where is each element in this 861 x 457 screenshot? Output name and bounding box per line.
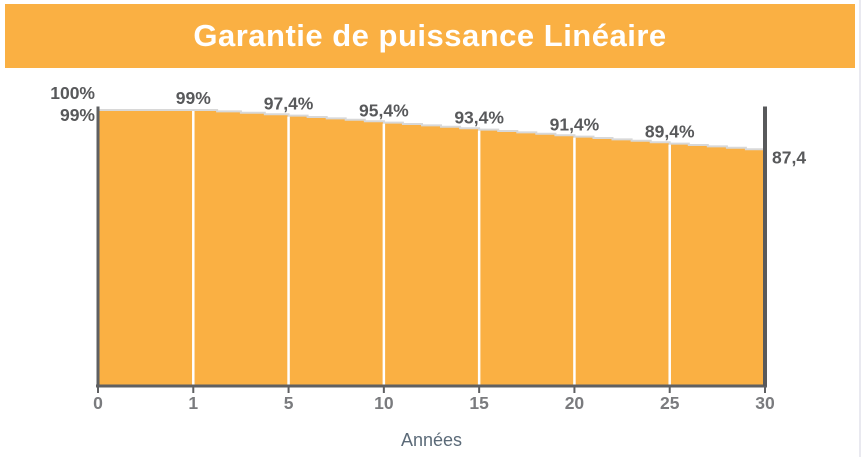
x-tick-label-15: 15 [469, 393, 489, 413]
y-axis-label-100: 100% [50, 83, 95, 103]
point-label-year-15: 93,4% [454, 108, 504, 128]
point-label-year-10: 95,4% [359, 101, 409, 121]
x-tick-label-25: 25 [660, 393, 680, 413]
x-tick-label-30: 30 [755, 393, 775, 413]
x-tick-label-10: 10 [374, 393, 394, 413]
area-top-edge [98, 109, 766, 151]
warranty-area [98, 110, 765, 386]
point-label-year-20: 91,4% [550, 115, 600, 135]
x-tick-label-5: 5 [284, 393, 294, 413]
x-axis-title: Années [401, 430, 462, 450]
point-label-year-1: 99% [176, 88, 211, 108]
x-tick-label-1: 1 [188, 393, 198, 413]
chart-title: Garantie de puissance Linéaire [193, 18, 667, 53]
point-label-year-30: 87,4 [772, 148, 806, 168]
chart-title-banner: Garantie de puissance Linéaire [5, 4, 855, 68]
point-label-year-5: 97,4% [264, 94, 314, 114]
y-axis-label-99: 99% [60, 105, 95, 125]
point-label-year-25: 89,4% [645, 122, 695, 142]
x-tick-label-0: 0 [93, 393, 103, 413]
x-tick-label-20: 20 [565, 393, 585, 413]
